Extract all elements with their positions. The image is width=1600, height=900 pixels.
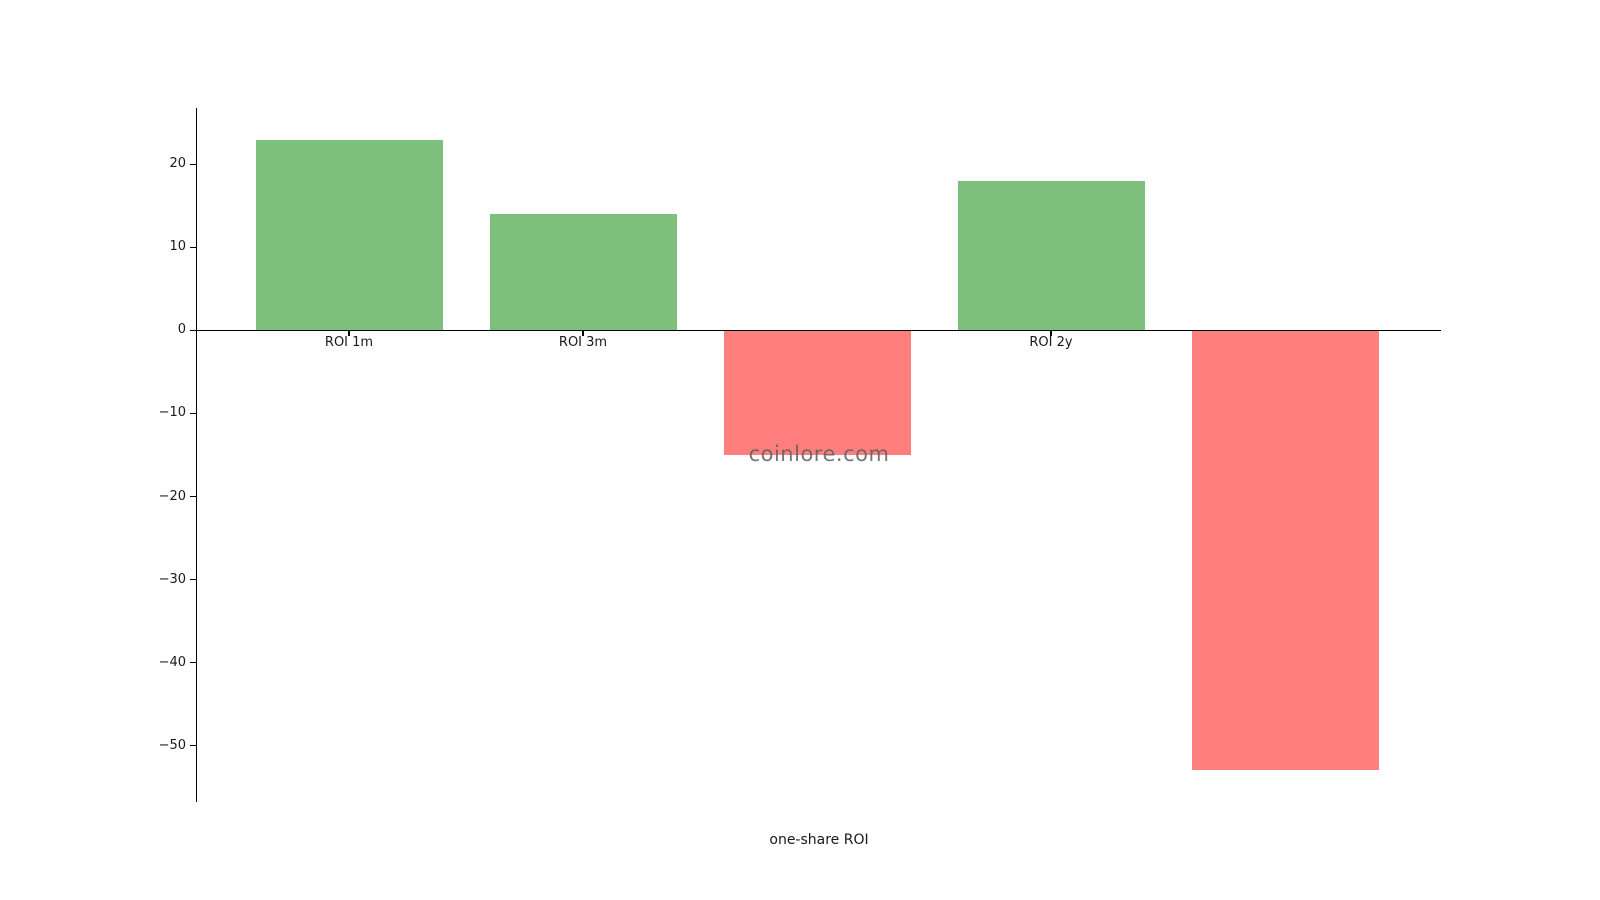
y-tick [190,578,197,581]
y-axis-spine [195,108,197,802]
y-tick-label: −30 [158,571,186,587]
y-tick-label: 10 [169,239,186,255]
y-tick-label: 0 [177,322,186,338]
y-tick-label: −50 [158,737,186,753]
bar [255,139,443,331]
y-tick-label: −40 [158,654,186,670]
watermark: coinlore.com [748,442,890,466]
x-tick [348,330,350,337]
bar [1191,330,1379,771]
x-axis-title: one-share ROI [769,832,869,848]
bar [957,181,1145,331]
y-tick [190,412,197,415]
x-tick-label: ROI 3m [558,334,608,350]
y-tick-label: 20 [169,156,186,172]
x-axis-line [197,329,1441,332]
x-tick-label: ROI 2y [1029,334,1073,350]
bar [723,330,911,455]
y-tick [190,495,197,498]
y-tick [190,246,197,249]
bar [489,214,677,331]
y-tick [190,329,197,332]
x-tick [1050,330,1052,337]
y-tick [190,163,197,166]
y-tick-label: −10 [158,405,186,421]
y-tick [190,744,197,747]
y-tick-label: −20 [158,488,186,504]
y-tick [190,661,197,664]
x-tick-label: ROI 1m [324,334,374,350]
x-tick [582,330,584,337]
